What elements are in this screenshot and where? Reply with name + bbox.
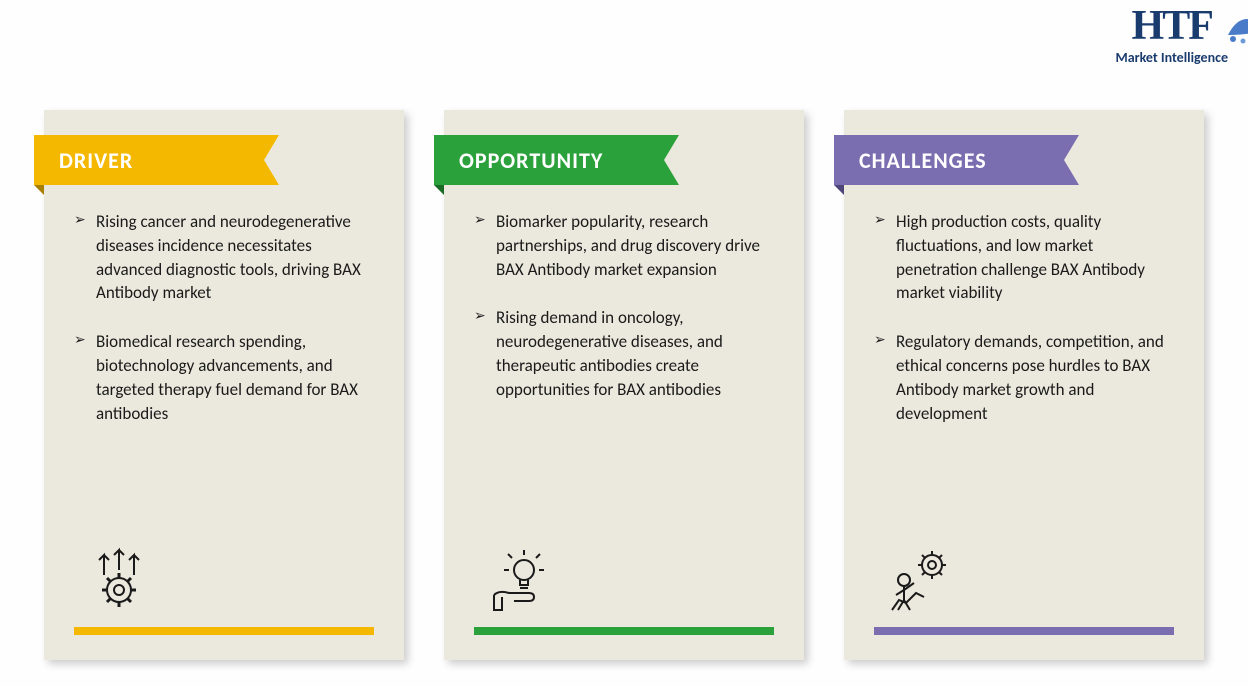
bullet-item: Biomarker popularity, research partnersh… [474, 210, 774, 281]
card-row: DRIVER Rising cancer and neurodegenerati… [0, 0, 1248, 660]
logo-main-text: HTF [1115, 5, 1228, 47]
card-opportunity: OPPORTUNITY Biomarker popularity, resear… [444, 110, 804, 660]
bullets-opportunity: Biomarker popularity, research partnersh… [474, 210, 774, 402]
accent-bar [874, 627, 1174, 635]
bullet-item: Biomedical research spending, biotechnol… [74, 330, 374, 425]
bullet-item: Rising cancer and neurodegenerative dise… [74, 210, 374, 305]
gear-arrows-icon [84, 545, 154, 615]
card-footer-challenges [874, 545, 1174, 635]
ribbon-title: CHALLENGES [859, 147, 987, 174]
bullets-challenges: High production costs, quality fluctuati… [874, 210, 1174, 425]
bullet-item: Rising demand in oncology, neurodegenera… [474, 306, 774, 401]
bullets-driver: Rising cancer and neurodegenerative dise… [74, 210, 374, 425]
ribbon-driver: DRIVER [34, 135, 264, 185]
bullet-item: Regulatory demands, competition, and eth… [874, 330, 1174, 425]
accent-bar [474, 627, 774, 635]
card-challenges: CHALLENGES High production costs, qualit… [844, 110, 1204, 660]
card-footer-driver [74, 545, 374, 635]
card-driver: DRIVER Rising cancer and neurodegenerati… [44, 110, 404, 660]
bullet-item: High production costs, quality fluctuati… [874, 210, 1174, 305]
person-gear-icon [884, 545, 954, 615]
ribbon-title: OPPORTUNITY [459, 147, 603, 174]
logo-sub-text: Market Intelligence [1115, 49, 1228, 66]
logo-dolphin-icon [1223, 5, 1248, 45]
accent-bar [74, 627, 374, 635]
card-footer-opportunity [474, 545, 774, 635]
hand-bulb-icon [484, 545, 554, 615]
logo: HTF Market Intelligence [1115, 5, 1228, 66]
ribbon-opportunity: OPPORTUNITY [434, 135, 664, 185]
ribbon-challenges: CHALLENGES [834, 135, 1064, 185]
ribbon-title: DRIVER [59, 147, 133, 174]
